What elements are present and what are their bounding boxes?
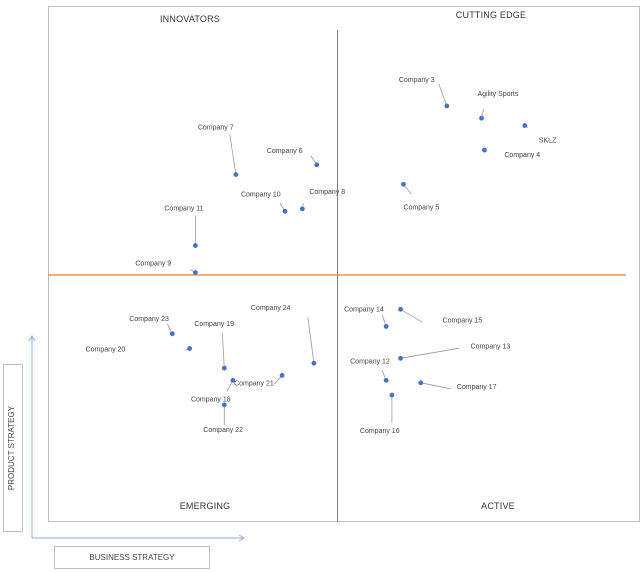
y-axis-label: PRODUCT STRATEGY xyxy=(7,405,16,490)
point-label-company-8: Company 8 xyxy=(309,189,345,196)
point-label-company-15: Company 15 xyxy=(443,317,483,324)
point-label-company-11: Company 11 xyxy=(164,206,203,213)
leader-line-company-3 xyxy=(438,83,448,107)
y-axis-label-box xyxy=(3,364,23,532)
point-company-17 xyxy=(418,380,424,386)
point-label-company-3: Company 3 xyxy=(399,77,435,84)
x-axis-label-box xyxy=(54,546,210,569)
quadrant-label-innovators: INNOVATORS xyxy=(160,14,220,24)
leader-line-company-7 xyxy=(229,134,237,175)
point-company-15 xyxy=(398,306,403,312)
point-company-7 xyxy=(233,172,239,177)
point-label-company-5: Company 5 xyxy=(403,204,439,211)
x-axis-label: BUSINESS STRATEGY xyxy=(89,553,175,562)
point-label-company-24: Company 24 xyxy=(251,305,291,312)
x-axis-arrow xyxy=(32,534,245,542)
point-label-company-17: Company 17 xyxy=(457,384,497,391)
point-label-company-10: Company 10 xyxy=(241,191,281,198)
point-label-company-12: Company 12 xyxy=(350,358,390,365)
point-agility-sports xyxy=(479,115,484,121)
leader-line-company-17 xyxy=(420,382,451,390)
point-label-company-6: Company 6 xyxy=(267,148,303,155)
point-company-20 xyxy=(187,346,193,351)
quadrant-label-emerging: EMERGING xyxy=(180,501,231,511)
point-label-company-7: Company 7 xyxy=(198,125,234,132)
point-company-13 xyxy=(398,355,403,361)
point-company-22 xyxy=(221,402,227,408)
point-company-8 xyxy=(299,206,305,212)
point-label-company-9: Company 9 xyxy=(135,261,171,268)
point-company-23 xyxy=(169,331,175,337)
point-label-company-22: Company 22 xyxy=(203,427,243,434)
leader-line-company-15 xyxy=(400,308,423,323)
leader-line-company-19 xyxy=(221,333,225,369)
y-axis-arrow xyxy=(28,335,36,538)
quadrant-label-cutting-edge: CUTTING EDGE xyxy=(456,10,526,20)
point-label-company-14: Company 14 xyxy=(344,306,384,313)
point-company-19 xyxy=(221,365,227,371)
point-label-company-18: Company 18 xyxy=(191,396,231,403)
point-company-24 xyxy=(311,360,317,366)
point-company-9 xyxy=(192,270,198,275)
point-sklz xyxy=(522,123,528,128)
point-label-company-23: Company 23 xyxy=(129,316,169,323)
point-label-sklz: SKLZ xyxy=(539,138,557,145)
point-label-agility-sports: Agility Sports xyxy=(478,91,519,98)
data-points: Company 3 Agility Sports SKLZ Company 4 Comp… xyxy=(86,77,557,435)
point-label-company-13: Company 13 xyxy=(471,343,511,350)
chart-frame xyxy=(48,6,640,522)
quadrant-label-active: ACTIVE xyxy=(481,501,515,511)
leader-line-company-24 xyxy=(307,317,315,364)
point-label-company-21: Company 21 xyxy=(234,380,274,387)
point-label-company-4: Company 4 xyxy=(504,152,540,159)
point-company-10 xyxy=(282,208,288,214)
point-company-16 xyxy=(389,392,395,398)
point-company-6 xyxy=(314,162,320,168)
point-company-12 xyxy=(383,377,389,383)
point-label-company-19: Company 19 xyxy=(194,321,234,328)
leader-line-company-13 xyxy=(400,347,459,359)
point-company-3 xyxy=(444,103,450,109)
point-company-4 xyxy=(481,147,487,153)
point-label-company-20: Company 20 xyxy=(86,347,126,354)
point-label-company-16: Company 16 xyxy=(360,428,400,435)
point-company-5 xyxy=(401,181,406,187)
point-company-18 xyxy=(230,377,236,383)
point-company-11 xyxy=(192,243,198,249)
point-company-14 xyxy=(383,324,389,329)
point-company-21 xyxy=(279,373,285,378)
